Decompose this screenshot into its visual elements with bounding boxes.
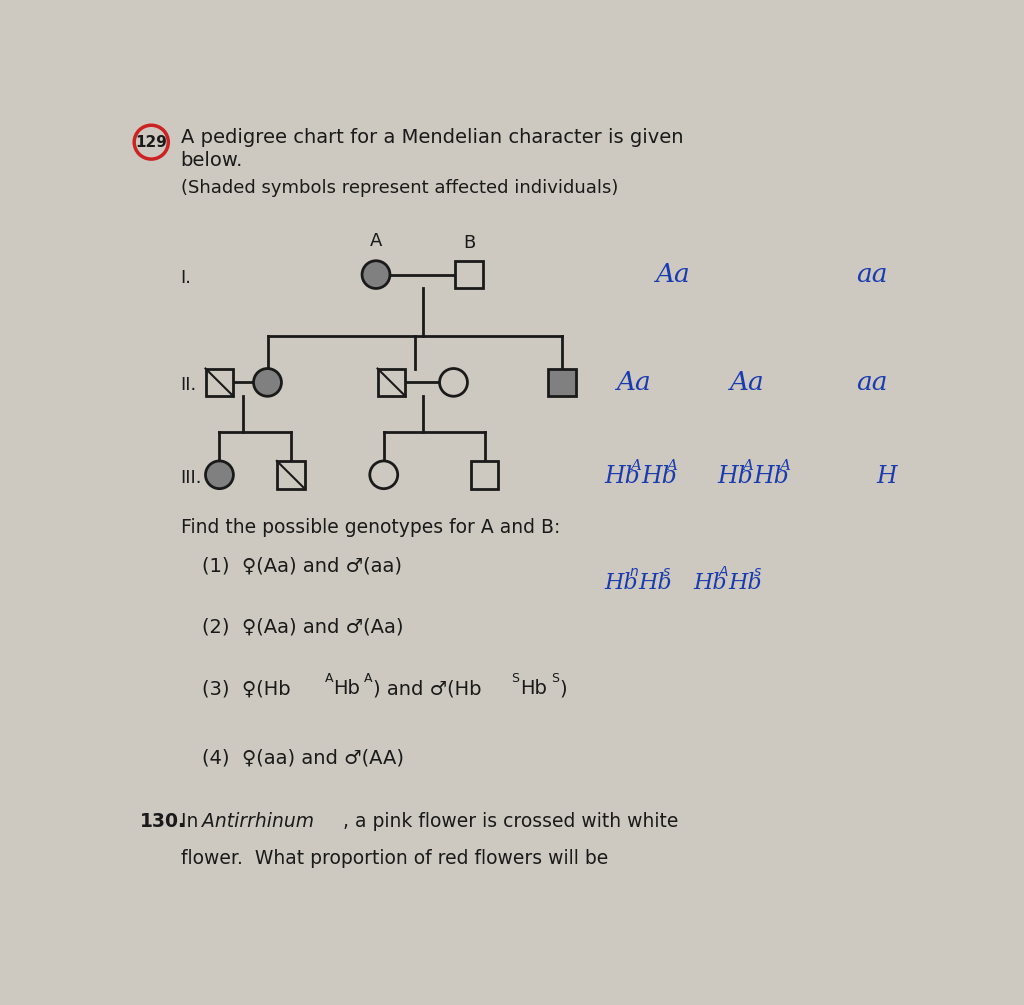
Text: I.: I. (180, 268, 191, 286)
Text: Hb: Hb (693, 572, 727, 594)
Text: A pedigree chart for a Mendelian character is given: A pedigree chart for a Mendelian charact… (180, 128, 683, 147)
Text: Hb: Hb (638, 572, 672, 594)
Text: Hb: Hb (754, 465, 790, 487)
Text: S: S (551, 671, 559, 684)
Bar (206, 369, 233, 396)
Circle shape (439, 369, 467, 396)
Text: below.: below. (180, 151, 243, 170)
Text: A: A (630, 458, 641, 472)
Text: , a pink flower is crossed with white: , a pink flower is crossed with white (343, 812, 679, 831)
Text: Hb: Hb (729, 572, 762, 594)
Text: A: A (365, 671, 373, 684)
Text: Aa: Aa (729, 370, 763, 395)
Text: A: A (779, 458, 790, 472)
Text: (1)  ♀(Aa) and ♂(aa): (1) ♀(Aa) and ♂(aa) (202, 556, 401, 575)
Text: A: A (370, 232, 382, 250)
Text: Antirrhinum: Antirrhinum (203, 812, 314, 831)
Bar (471, 461, 499, 488)
Text: A: A (742, 458, 754, 472)
Text: s: s (754, 565, 761, 579)
Text: (2)  ♀(Aa) and ♂(Aa): (2) ♀(Aa) and ♂(Aa) (202, 618, 403, 637)
Text: aa: aa (856, 370, 888, 395)
Text: Hb: Hb (520, 679, 547, 698)
Text: Aa: Aa (655, 262, 690, 287)
Text: Hb: Hb (334, 679, 360, 698)
Text: 130.: 130. (139, 812, 185, 831)
Text: (3)  ♀(Hb: (3) ♀(Hb (202, 679, 290, 698)
Text: S: S (512, 671, 519, 684)
Text: (Shaded symbols represent affected individuals): (Shaded symbols represent affected indiv… (180, 179, 618, 197)
Text: s: s (663, 565, 670, 579)
Text: H: H (876, 465, 896, 487)
Text: (4)  ♀(aa) and ♂(AA): (4) ♀(aa) and ♂(AA) (202, 749, 403, 768)
Text: A: A (325, 671, 334, 684)
Text: B: B (463, 233, 475, 251)
Text: Find the possible genotypes for A and B:: Find the possible genotypes for A and B: (180, 518, 560, 537)
Text: 129: 129 (135, 135, 167, 150)
Text: A: A (719, 565, 728, 579)
Bar (455, 260, 483, 288)
Bar (548, 369, 575, 396)
Text: In: In (180, 812, 204, 831)
Text: ) and ♂(Hb: ) and ♂(Hb (373, 679, 481, 698)
Text: III.: III. (180, 469, 202, 486)
Text: A: A (667, 458, 678, 472)
Text: Hb: Hb (641, 465, 677, 487)
Text: flower.  What proportion of red flowers will be: flower. What proportion of red flowers w… (180, 849, 608, 867)
Circle shape (370, 461, 397, 488)
Circle shape (254, 369, 282, 396)
Text: Aa: Aa (616, 370, 651, 395)
Text: II.: II. (180, 377, 197, 395)
Text: aa: aa (856, 262, 888, 287)
Circle shape (362, 260, 390, 288)
Circle shape (206, 461, 233, 488)
Text: n: n (630, 565, 638, 579)
Text: Hb: Hb (717, 465, 753, 487)
Text: Hb: Hb (604, 572, 638, 594)
Text: Hb: Hb (604, 465, 640, 487)
Text: ): ) (560, 679, 567, 698)
Bar (276, 461, 305, 488)
Bar (378, 369, 406, 396)
